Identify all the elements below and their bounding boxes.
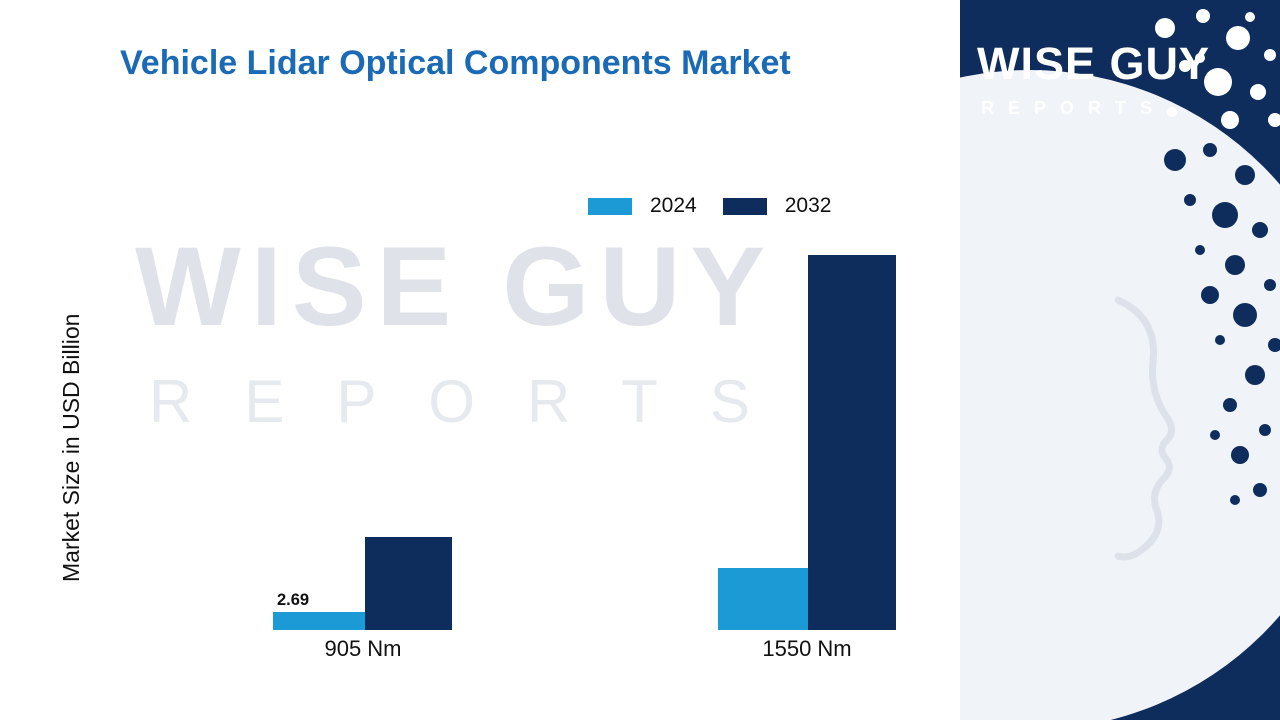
brand-graphic [960, 0, 1280, 720]
dot-pattern-white [1155, 9, 1280, 129]
data-label-2024-905nm: 2.69 [277, 591, 310, 609]
brand-panel: WISE GUY REPORTS [960, 0, 1280, 720]
y-axis-label: Market Size in USD Billion [58, 313, 84, 582]
legend-label-2024: 2024 [650, 194, 697, 217]
bar-2032-905nm [365, 537, 452, 630]
face-profile-icon [1114, 296, 1175, 561]
bar-2024-1550nm [718, 568, 808, 630]
brand-subname: REPORTS [981, 98, 1167, 118]
watermark-line2: REPORTS [149, 368, 802, 435]
brand-logo: WISE GUY REPORTS [977, 38, 1210, 119]
category-label-905nm: 905 Nm [324, 636, 402, 661]
legend-item-2024: 2024 [588, 194, 697, 218]
category-label-1550nm: 1550 Nm [762, 636, 852, 661]
legend-swatch-2024 [588, 197, 632, 215]
page-title: Vehicle Lidar Optical Components Market [120, 44, 791, 82]
legend-swatch-2032 [722, 197, 767, 215]
bar-2032-1550nm [808, 255, 896, 630]
dot-pattern-navy [1164, 143, 1280, 505]
bar-2024-905nm [273, 612, 365, 630]
watermark: WISE GUY REPORTS [135, 222, 802, 436]
watermark-line1: WISE GUY [135, 224, 776, 349]
brand-name: WISE GUY [977, 38, 1211, 89]
chart-legend: 2024 2032 [588, 194, 831, 218]
legend-item-2032: 2032 [722, 194, 832, 218]
legend-label-2032: 2032 [784, 194, 832, 217]
